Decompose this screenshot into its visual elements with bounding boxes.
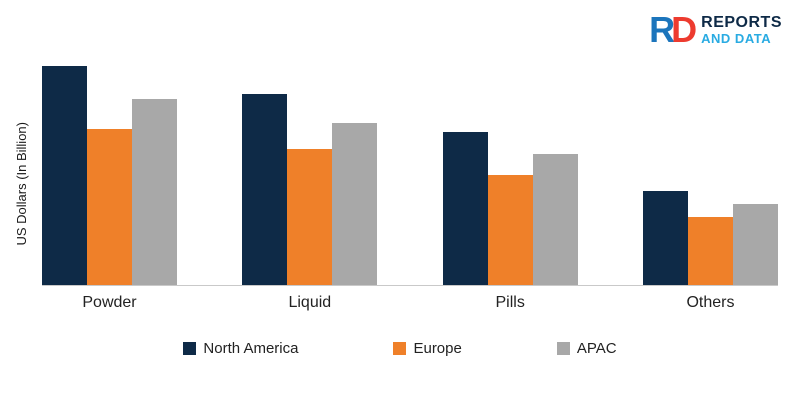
reports-and-data-logo: RD REPORTS AND DATA	[649, 12, 782, 48]
legend: North America Europe APAC	[0, 340, 800, 357]
bar-group-powder	[42, 66, 177, 285]
bar-group-pills	[442, 132, 578, 285]
x-axis-labels: Powder Liquid Pills Others	[42, 294, 778, 312]
category-label-pills: Pills	[495, 294, 525, 311]
category-label-powder: Powder	[82, 294, 137, 311]
logo-text: REPORTS AND DATA	[701, 13, 782, 46]
bar-north-america-liquid	[242, 94, 288, 285]
y-axis-label: US Dollars (In Billion)	[13, 121, 29, 246]
legend-item-europe: Europe	[393, 340, 462, 357]
y-axis: US Dollars (In Billion)	[0, 55, 42, 312]
legend-swatch-apac	[556, 342, 570, 355]
bar-europe-liquid	[287, 149, 333, 285]
legend-swatch-europe	[393, 342, 407, 355]
legend-label-europe: Europe	[413, 340, 462, 357]
plot-column: Powder Liquid Pills Others	[42, 55, 778, 312]
bar-north-america-others	[642, 191, 688, 285]
legend-label-north-america: North America	[203, 340, 299, 357]
legend-item-apac: APAC	[556, 340, 617, 357]
legend-label-apac: APAC	[576, 340, 617, 357]
bar-apac-powder	[132, 99, 177, 285]
category-label-others: Others	[686, 294, 735, 311]
logo-text-anddata: AND DATA	[701, 30, 772, 46]
bar-europe-others	[687, 217, 733, 285]
bar-europe-pills	[487, 175, 533, 285]
logo-letter-r: R	[649, 9, 675, 50]
bar-north-america-pills	[442, 132, 488, 285]
logo-text-reports: REPORTS	[701, 13, 782, 31]
bar-north-america-powder	[42, 66, 87, 285]
bar-group-others	[642, 191, 778, 285]
bar-europe-powder	[87, 129, 132, 285]
logo-letter-d: D	[671, 9, 697, 50]
legend-item-north-america: North America	[183, 340, 298, 357]
bar-apac-others	[732, 204, 778, 285]
plot-area	[42, 55, 778, 286]
logo-monogram: RD	[649, 9, 697, 50]
bar-apac-pills	[532, 154, 578, 285]
bar-apac-liquid	[332, 123, 378, 285]
bar-chart: US Dollars (In Billion) Powder Liquid Pill…	[0, 55, 778, 312]
category-label-liquid: Liquid	[288, 294, 332, 311]
legend-swatch-north-america	[183, 342, 197, 355]
bar-group-liquid	[242, 94, 378, 285]
